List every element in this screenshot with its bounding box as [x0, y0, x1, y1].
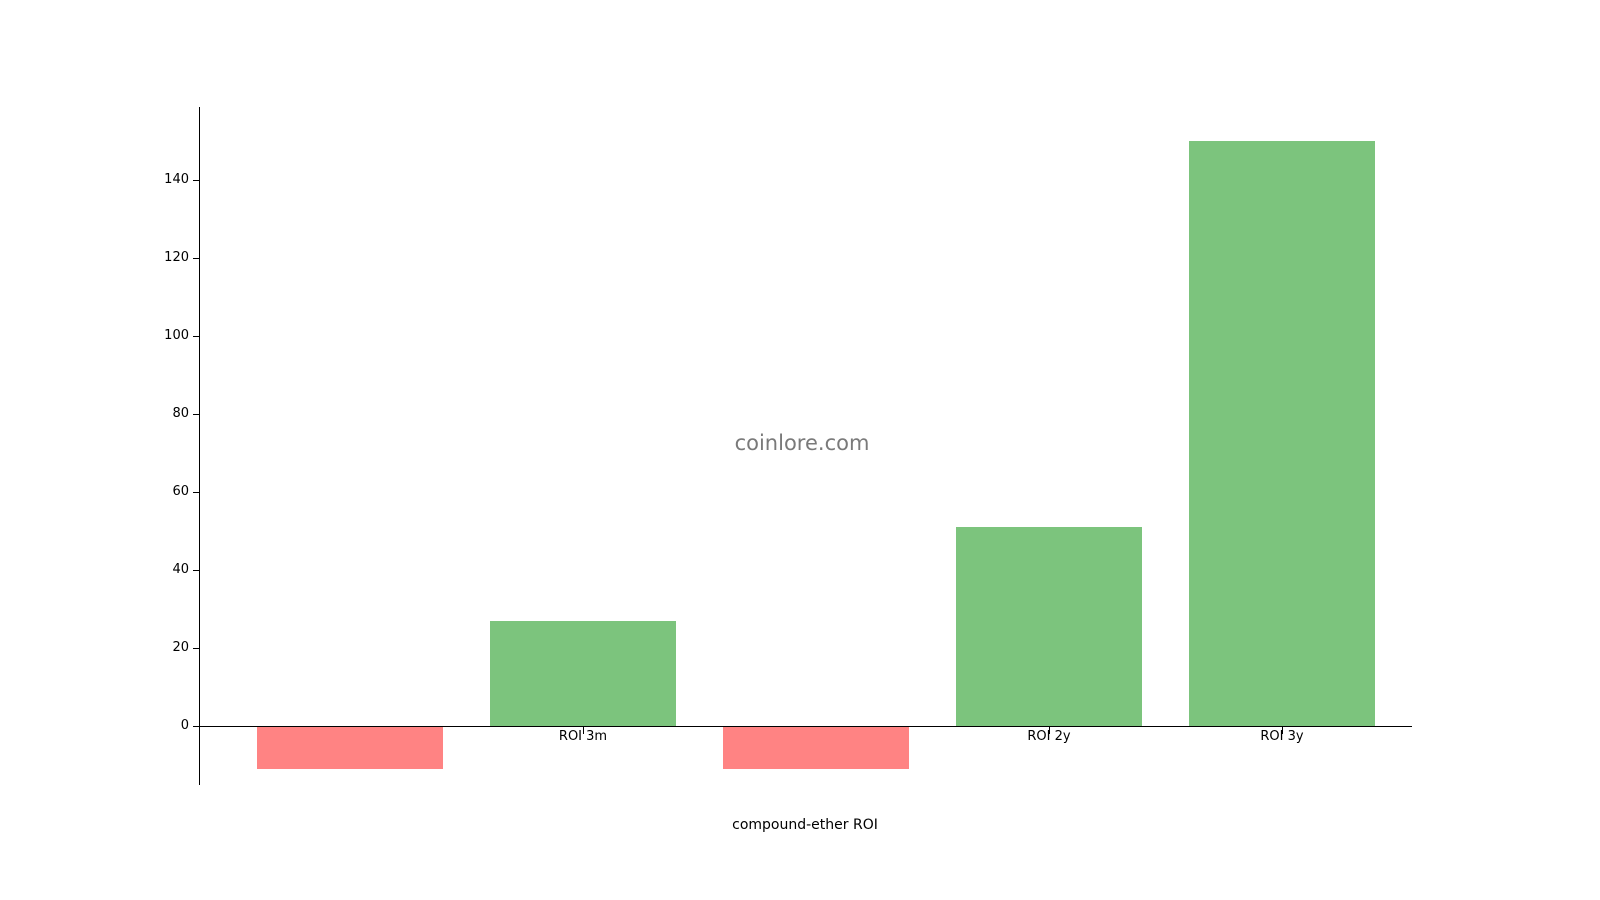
y-tick-label: 20: [172, 640, 189, 655]
watermark: coinlore.com: [734, 431, 870, 455]
y-tick-mark: [193, 414, 199, 415]
y-tick-label: 120: [164, 250, 189, 265]
y-tick-label: 60: [172, 484, 189, 499]
bar-positive: [490, 621, 676, 726]
x-tick-label: ROI 3m: [558, 729, 608, 744]
x-tick-label: ROI 3y: [1260, 729, 1304, 744]
chart-title: compound-ether ROI: [732, 817, 878, 833]
x-tick-label: ROI 2y: [1027, 729, 1071, 744]
y-tick-mark: [193, 336, 199, 337]
x-tick-mark: [1282, 726, 1283, 734]
y-tick-label: 80: [172, 406, 189, 421]
y-tick-mark: [193, 726, 199, 727]
x-tick-mark: [1049, 726, 1050, 734]
y-tick-label: 100: [164, 328, 189, 343]
x-axis-zero-line: [199, 726, 1412, 727]
bar-negative: [723, 726, 909, 769]
y-tick-label: 0: [180, 718, 189, 733]
y-tick-label: 40: [172, 562, 189, 577]
y-tick-mark: [193, 648, 199, 649]
bar-positive: [956, 527, 1142, 726]
y-tick-mark: [193, 570, 199, 571]
y-tick-mark: [193, 180, 199, 181]
x-tick-mark: [583, 726, 584, 734]
bar-positive: [1189, 141, 1375, 726]
y-tick-mark: [193, 258, 199, 259]
bar-negative: [257, 726, 443, 769]
y-axis-line: [199, 107, 200, 785]
y-tick-mark: [193, 492, 199, 493]
y-tick-label: 140: [164, 172, 189, 187]
